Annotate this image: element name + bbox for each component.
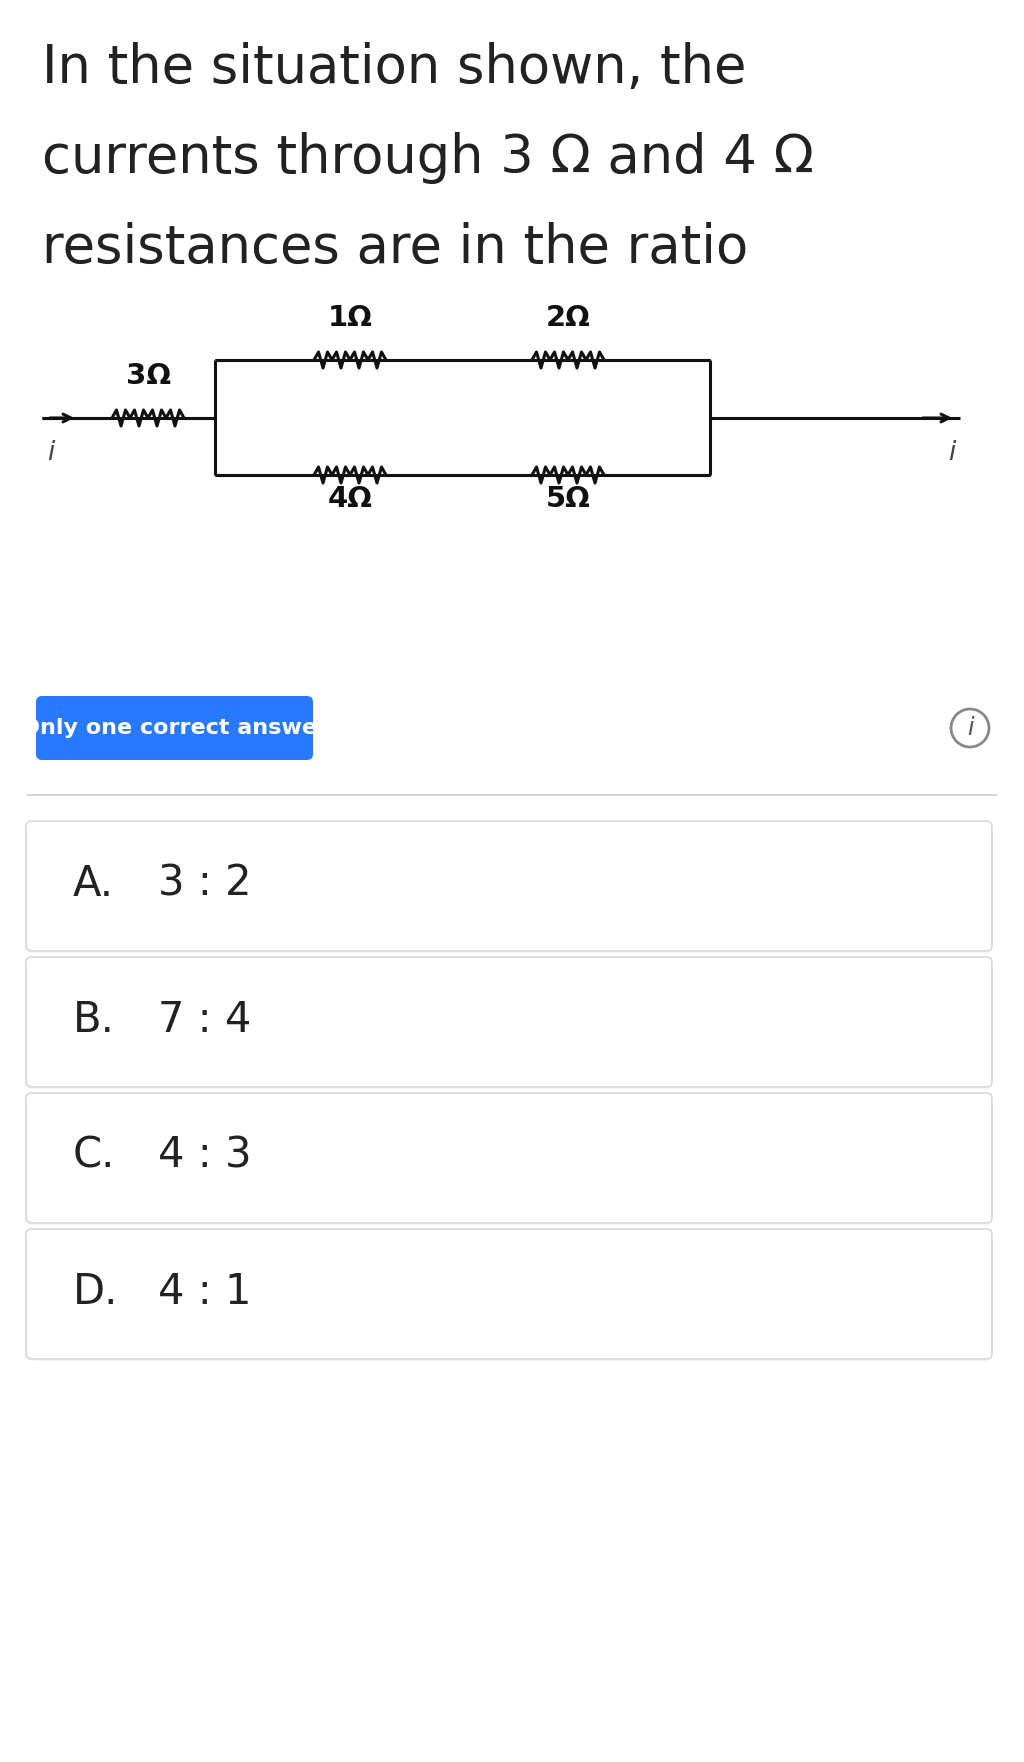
Text: 3 : 2: 3 : 2 — [158, 863, 252, 906]
Text: 3Ω: 3Ω — [126, 361, 171, 389]
Text: 4Ω: 4Ω — [328, 485, 373, 513]
Text: A.: A. — [73, 863, 114, 906]
FancyBboxPatch shape — [36, 696, 313, 759]
FancyBboxPatch shape — [28, 959, 992, 1089]
Text: i: i — [947, 440, 955, 465]
Text: 1Ω: 1Ω — [328, 305, 373, 331]
FancyBboxPatch shape — [28, 1232, 992, 1360]
FancyBboxPatch shape — [26, 957, 992, 1087]
Text: Only one correct answer: Only one correct answer — [22, 717, 328, 738]
Text: currents through 3 Ω and 4 Ω: currents through 3 Ω and 4 Ω — [42, 132, 814, 183]
Text: C.: C. — [73, 1135, 116, 1177]
FancyBboxPatch shape — [26, 1092, 992, 1223]
FancyBboxPatch shape — [26, 1230, 992, 1359]
Text: 4 : 3: 4 : 3 — [158, 1135, 252, 1177]
Text: resistances are in the ratio: resistances are in the ratio — [42, 222, 749, 275]
FancyBboxPatch shape — [28, 1094, 992, 1225]
Text: B.: B. — [73, 999, 115, 1041]
Text: 4 : 1: 4 : 1 — [158, 1270, 252, 1313]
FancyBboxPatch shape — [28, 823, 992, 953]
FancyBboxPatch shape — [26, 821, 992, 951]
Text: D.: D. — [73, 1270, 119, 1313]
Text: In the situation shown, the: In the situation shown, the — [42, 42, 746, 93]
Text: 5Ω: 5Ω — [546, 485, 591, 513]
Text: i: i — [967, 715, 974, 740]
Text: 2Ω: 2Ω — [546, 305, 591, 331]
Text: 7 : 4: 7 : 4 — [158, 999, 251, 1041]
Text: i: i — [47, 440, 54, 465]
